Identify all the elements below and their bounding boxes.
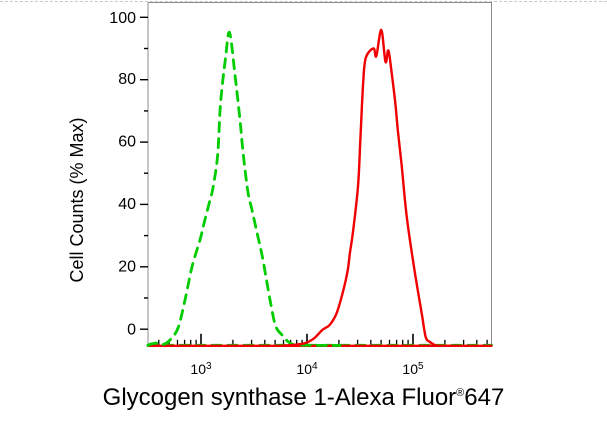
svg-text:104: 104 (296, 361, 318, 378)
svg-text:0: 0 (127, 322, 136, 339)
svg-text:40: 40 (118, 196, 136, 213)
svg-text:103: 103 (190, 361, 212, 378)
svg-text:105: 105 (402, 361, 424, 378)
svg-text:100: 100 (109, 10, 136, 27)
svg-text:60: 60 (118, 134, 136, 151)
svg-text:20: 20 (118, 258, 136, 275)
svg-text:80: 80 (118, 71, 136, 88)
